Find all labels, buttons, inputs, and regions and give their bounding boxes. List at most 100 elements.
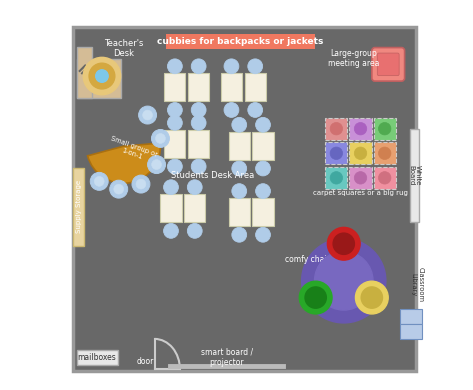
Circle shape <box>164 223 178 238</box>
Circle shape <box>191 159 206 174</box>
FancyBboxPatch shape <box>400 309 422 324</box>
Text: mailboxes: mailboxes <box>78 353 116 362</box>
Circle shape <box>83 57 121 95</box>
Circle shape <box>167 159 182 174</box>
Circle shape <box>378 147 391 160</box>
FancyBboxPatch shape <box>73 168 84 246</box>
Circle shape <box>299 281 332 314</box>
Wedge shape <box>88 143 160 183</box>
FancyBboxPatch shape <box>410 129 420 222</box>
FancyBboxPatch shape <box>245 73 266 101</box>
Circle shape <box>191 103 206 117</box>
FancyBboxPatch shape <box>377 53 399 76</box>
Text: Classroom
Library: Classroom Library <box>410 267 423 302</box>
FancyBboxPatch shape <box>400 324 422 339</box>
Circle shape <box>355 281 388 314</box>
FancyBboxPatch shape <box>229 198 250 226</box>
Circle shape <box>333 233 354 254</box>
Circle shape <box>305 287 326 308</box>
Text: Small group or
1-on-1: Small group or 1-on-1 <box>108 136 158 165</box>
Text: Supply Storage: Supply Storage <box>76 180 82 233</box>
FancyBboxPatch shape <box>221 73 242 101</box>
Text: White
Board: White Board <box>408 165 421 186</box>
Circle shape <box>143 110 152 120</box>
FancyBboxPatch shape <box>160 194 182 222</box>
Circle shape <box>330 172 342 184</box>
FancyBboxPatch shape <box>350 142 372 165</box>
Circle shape <box>152 160 161 170</box>
FancyBboxPatch shape <box>188 130 209 158</box>
Text: smart board /
projector: smart board / projector <box>201 347 253 367</box>
Circle shape <box>148 156 166 174</box>
FancyBboxPatch shape <box>164 73 185 101</box>
Circle shape <box>110 180 128 198</box>
FancyBboxPatch shape <box>374 167 396 189</box>
Circle shape <box>136 179 146 189</box>
Circle shape <box>255 117 271 132</box>
Text: Teacher's
Desk: Teacher's Desk <box>104 39 143 58</box>
Circle shape <box>330 147 342 160</box>
FancyBboxPatch shape <box>77 47 92 98</box>
Text: cubbies for backpacks or jackets: cubbies for backpacks or jackets <box>157 37 324 46</box>
FancyBboxPatch shape <box>253 132 273 160</box>
Circle shape <box>90 172 108 190</box>
Circle shape <box>187 180 202 195</box>
Circle shape <box>232 117 246 132</box>
Circle shape <box>191 115 206 130</box>
Text: Students Desk Area: Students Desk Area <box>172 171 255 180</box>
Circle shape <box>248 103 263 117</box>
Circle shape <box>156 133 166 144</box>
Text: Large-group
meeting area: Large-group meeting area <box>328 49 379 68</box>
Circle shape <box>167 59 182 74</box>
Circle shape <box>232 184 246 199</box>
FancyBboxPatch shape <box>374 118 396 140</box>
FancyBboxPatch shape <box>374 142 396 165</box>
Circle shape <box>354 172 367 184</box>
Circle shape <box>114 184 123 194</box>
Circle shape <box>354 122 367 135</box>
Text: comfy chairs: comfy chairs <box>285 255 334 264</box>
FancyBboxPatch shape <box>325 142 348 165</box>
FancyBboxPatch shape <box>166 34 315 49</box>
FancyBboxPatch shape <box>372 48 404 81</box>
Circle shape <box>167 103 182 117</box>
Circle shape <box>89 63 115 89</box>
Circle shape <box>167 115 182 130</box>
Circle shape <box>330 122 342 135</box>
FancyBboxPatch shape <box>77 350 118 365</box>
FancyBboxPatch shape <box>77 58 122 98</box>
FancyBboxPatch shape <box>229 132 250 160</box>
Circle shape <box>378 172 391 184</box>
Circle shape <box>232 161 246 176</box>
FancyBboxPatch shape <box>73 27 416 370</box>
Circle shape <box>255 227 271 242</box>
FancyBboxPatch shape <box>325 167 348 189</box>
FancyBboxPatch shape <box>325 118 348 140</box>
Circle shape <box>378 122 391 135</box>
Circle shape <box>255 161 271 176</box>
Circle shape <box>96 70 108 82</box>
FancyBboxPatch shape <box>253 198 273 226</box>
Circle shape <box>327 227 360 260</box>
Text: door: door <box>136 357 154 367</box>
Circle shape <box>191 59 206 74</box>
Circle shape <box>224 103 239 117</box>
Circle shape <box>94 176 104 186</box>
FancyBboxPatch shape <box>164 130 185 158</box>
Circle shape <box>255 184 271 199</box>
Circle shape <box>187 223 202 238</box>
FancyBboxPatch shape <box>188 73 209 101</box>
Circle shape <box>361 287 383 308</box>
FancyBboxPatch shape <box>350 118 372 140</box>
Circle shape <box>224 59 239 74</box>
Circle shape <box>354 147 367 160</box>
FancyBboxPatch shape <box>350 167 372 189</box>
Circle shape <box>315 252 373 310</box>
FancyBboxPatch shape <box>184 194 205 222</box>
Circle shape <box>302 239 386 323</box>
Text: carpet squares or a big rug: carpet squares or a big rug <box>313 190 408 196</box>
Circle shape <box>139 106 157 124</box>
Circle shape <box>132 175 150 193</box>
Circle shape <box>232 227 246 242</box>
Circle shape <box>151 129 169 147</box>
